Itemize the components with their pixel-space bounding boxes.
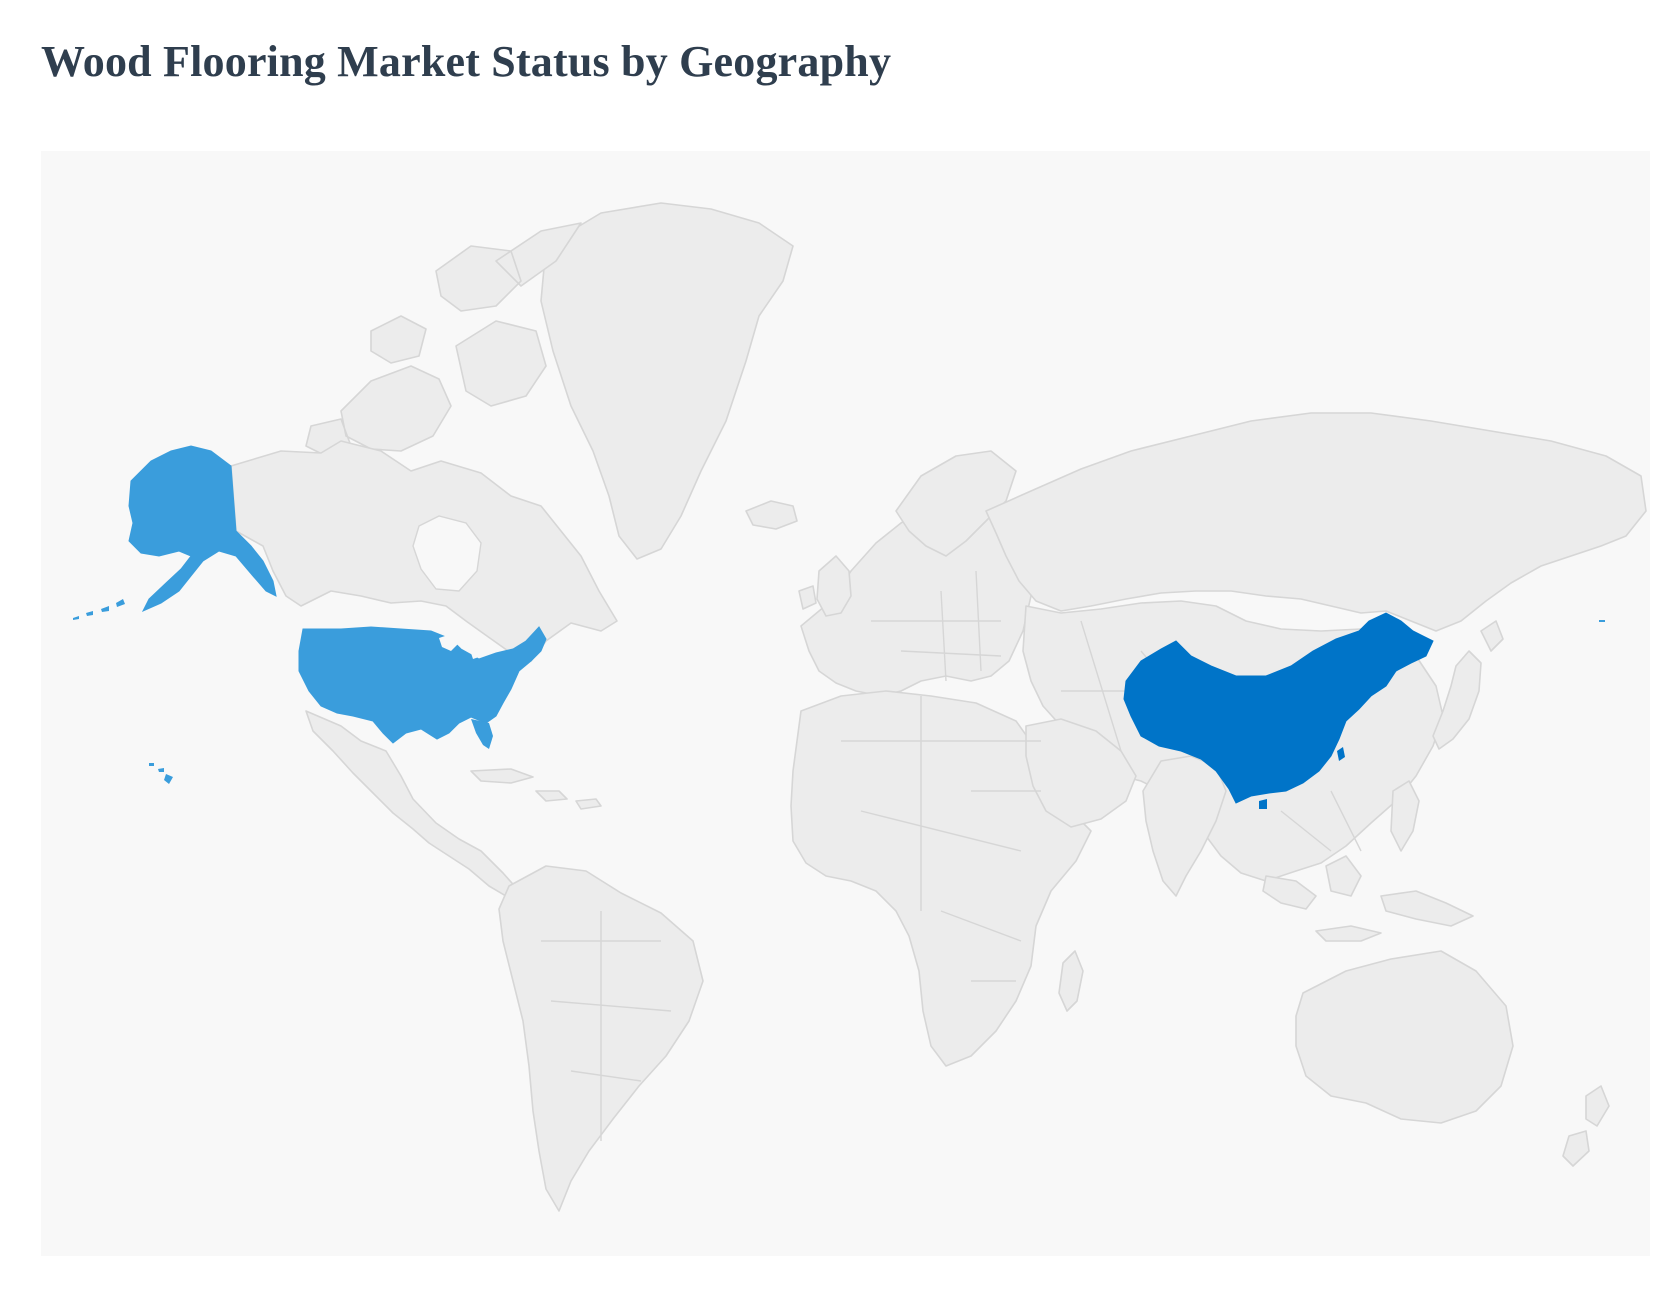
hawaii-shape: [149, 763, 173, 784]
indonesia-philippines: [1262, 780, 1474, 942]
pacific-island-marker: [1599, 620, 1605, 622]
hainan-shape: [1259, 799, 1267, 809]
arctic-islands: [305, 222, 582, 457]
australia: [1295, 950, 1514, 1124]
world-map: [41, 151, 1650, 1256]
united-states[interactable]: [73, 445, 547, 784]
florida-shape: [471, 719, 493, 749]
europe: [800, 500, 1032, 697]
china-shape: [1123, 612, 1434, 804]
arabia: [1025, 718, 1137, 828]
hudson-bay: [412, 515, 482, 592]
uk-ireland: [798, 555, 852, 617]
india: [1142, 755, 1227, 897]
alaska-shape: [128, 445, 277, 613]
russia: [985, 412, 1647, 632]
greenland: [540, 202, 794, 560]
madagascar: [1058, 950, 1084, 1012]
aleutian-islands: [73, 599, 125, 620]
africa: [790, 690, 1092, 1067]
page-title: Wood Flooring Market Status by Geography: [41, 37, 892, 86]
country-borders: [541, 570, 1362, 1141]
japan: [1432, 620, 1504, 750]
world-map-svg: [73, 202, 1647, 1212]
iceland: [745, 500, 798, 530]
china-coast-detail: [1337, 747, 1345, 761]
caribbean: [470, 768, 602, 810]
great-lakes: [439, 634, 485, 659]
china[interactable]: [1123, 612, 1434, 809]
new-zealand: [1562, 1085, 1610, 1167]
contiguous-us-shape: [298, 626, 547, 744]
